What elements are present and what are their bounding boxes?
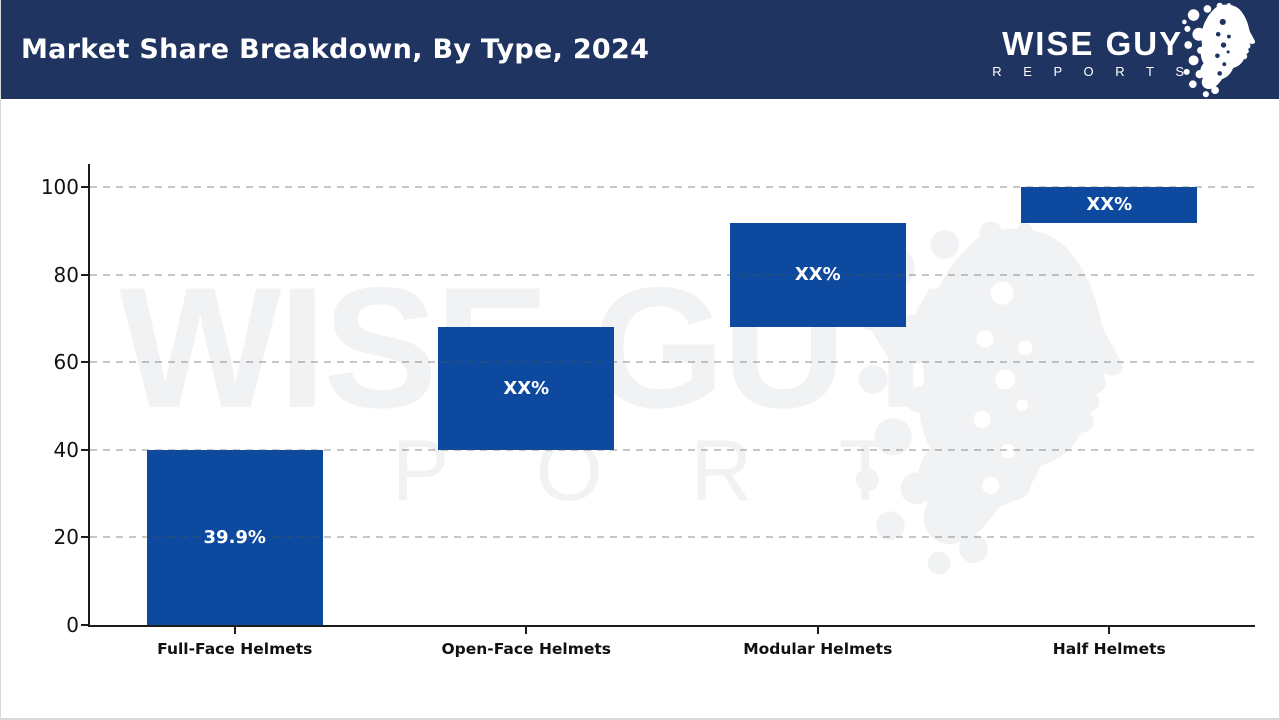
y-axis-tick-label: 80 [53,262,79,287]
header-bar: Market Share Breakdown, By Type, 2024 WI… [1,0,1279,99]
y-axis-line [88,164,90,627]
x-axis-tick-mark [233,627,236,634]
dotted-face-icon [1182,2,1256,97]
x-axis-category-label: Full-Face Helmets [157,640,313,658]
gridline-20 [90,536,1254,539]
dotted-face-icon [853,221,1123,575]
y-axis-tick-label: 0 [66,613,79,637]
page-title: Market Share Breakdown, By Type, 2024 [21,34,650,65]
x-axis-line [88,625,1255,627]
y-axis-tick-mark [81,536,88,539]
gridline-60 [90,361,1254,364]
gridline-100 [90,186,1254,188]
x-axis-category-label: Modular Helmets [743,640,893,658]
wise-guy-reports-logo: WISE GUY R E P O R T S [992,2,1279,98]
logo-wiseguy-label: WISE GUY [1002,24,1184,62]
bar-open-face-helmets [438,327,615,451]
x-axis-tick-mark [1108,627,1111,634]
y-axis-tick-mark [81,186,88,188]
y-axis-tick-label: 20 [53,525,79,550]
bar-modular-helmets [729,222,906,328]
bar-full-face-helmets [146,450,323,625]
logo-face-icon [1182,2,1256,97]
y-axis-tick-mark [81,361,88,364]
x-axis-category-label: Half Helmets [1052,640,1166,658]
x-axis-category-label: Open-Face Helmets [441,640,612,658]
bar-half-helmets [1021,187,1198,223]
y-axis-tick-label: 100 [40,175,79,199]
bar-value-label: XX% [794,264,841,286]
gridline-80 [90,273,1254,276]
y-axis-tick-mark [81,273,88,276]
x-axis-tick-mark [525,627,528,634]
y-axis-tick-mark [81,448,88,451]
y-axis-tick-label: 60 [53,350,79,375]
bar-value-label: XX% [503,377,550,399]
x-axis-tick-mark [816,627,819,634]
logo-reports-label: R E P O R T S [992,63,1193,79]
gridline-40 [90,448,1254,451]
watermark-face-logo [853,221,1123,575]
y-axis-tick-label: 40 [53,437,79,462]
bar-value-label: XX% [1086,193,1133,215]
logo-text: WISE GUY R E P O R T S [992,24,1193,79]
y-axis-tick-mark [81,624,88,626]
bar-value-label: 39.9% [203,526,266,548]
